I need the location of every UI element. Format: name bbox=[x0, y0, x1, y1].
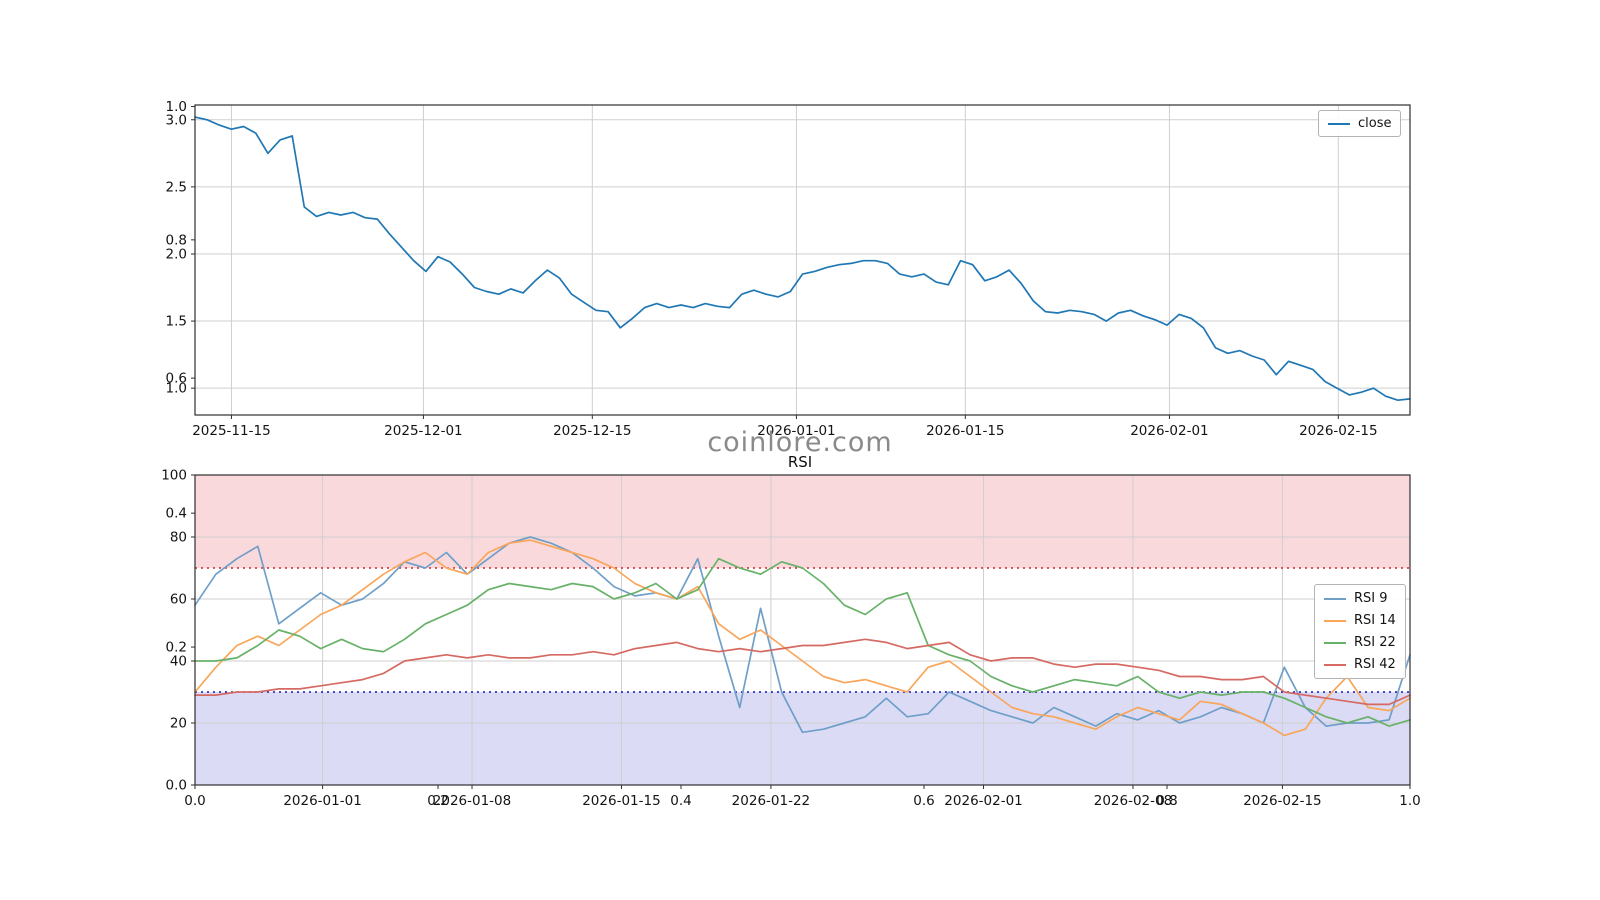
rsi42-line-sample bbox=[1324, 663, 1346, 666]
svg-text:2026-02-01: 2026-02-01 bbox=[1130, 423, 1208, 439]
svg-text:80: 80 bbox=[170, 530, 187, 546]
rsi-chart: 2026-01-01 2026-01-08 2026-01-15 2026-01-22… bbox=[161, 468, 1421, 810]
svg-text:2026-02-15: 2026-02-15 bbox=[1243, 793, 1321, 809]
svg-text:2026-01-15: 2026-01-15 bbox=[582, 793, 660, 809]
legend-row-rsi14: RSI 14 bbox=[1324, 613, 1396, 628]
svg-text:2.0: 2.0 bbox=[166, 246, 187, 262]
rsi14-line-sample bbox=[1324, 619, 1346, 622]
svg-text:3.0: 3.0 bbox=[166, 112, 187, 128]
svg-text:1.0: 1.0 bbox=[1399, 793, 1420, 809]
svg-text:2026-02-01: 2026-02-01 bbox=[944, 793, 1022, 809]
svg-text:0.0: 0.0 bbox=[166, 778, 187, 794]
legend-row-rsi42: RSI 42 bbox=[1324, 657, 1396, 672]
svg-text:2026-02-08: 2026-02-08 bbox=[1094, 793, 1172, 809]
svg-text:1.0: 1.0 bbox=[166, 381, 187, 397]
legend-label-rsi22: RSI 22 bbox=[1354, 635, 1396, 650]
rsi-chart-title: RSI bbox=[787, 453, 813, 471]
rsi22-line-sample bbox=[1324, 641, 1346, 644]
svg-text:0.2: 0.2 bbox=[427, 793, 448, 809]
svg-text:100: 100 bbox=[161, 468, 187, 484]
rsi9-line-sample bbox=[1324, 597, 1346, 600]
close-line-sample bbox=[1328, 122, 1350, 125]
price-chart: 2025-11-15 2025-12-01 2025-12-15 2026-01-01… bbox=[166, 99, 1411, 439]
legend-label-rsi14: RSI 14 bbox=[1354, 613, 1396, 628]
svg-text:0.6: 0.6 bbox=[913, 793, 934, 809]
svg-text:1.0: 1.0 bbox=[166, 99, 187, 115]
svg-text:0.0: 0.0 bbox=[184, 793, 205, 809]
watermark: coinlore.com bbox=[707, 427, 893, 458]
svg-text:0.4: 0.4 bbox=[670, 793, 691, 809]
svg-text:2026-01-01: 2026-01-01 bbox=[757, 423, 835, 439]
svg-text:0.8: 0.8 bbox=[1156, 793, 1177, 809]
svg-text:2026-01-22: 2026-01-22 bbox=[732, 793, 810, 809]
rsi-legend: RSI 9 RSI 14 RSI 22 RSI 42 bbox=[1314, 584, 1406, 679]
svg-text:0.2: 0.2 bbox=[166, 640, 187, 656]
svg-text:2026-02-15: 2026-02-15 bbox=[1299, 423, 1377, 439]
svg-text:2025-11-15: 2025-11-15 bbox=[192, 423, 270, 439]
svg-text:2026-01-15: 2026-01-15 bbox=[926, 423, 1004, 439]
svg-text:2.5: 2.5 bbox=[166, 179, 187, 195]
svg-text:0.4: 0.4 bbox=[166, 506, 187, 522]
svg-text:2026-01-01: 2026-01-01 bbox=[283, 793, 361, 809]
svg-text:40: 40 bbox=[170, 654, 187, 670]
svg-text:2025-12-15: 2025-12-15 bbox=[553, 423, 631, 439]
svg-text:2026-01-08: 2026-01-08 bbox=[433, 793, 511, 809]
legend-label-close: close bbox=[1358, 116, 1392, 131]
svg-text:0.6: 0.6 bbox=[166, 371, 187, 387]
svg-text:20: 20 bbox=[170, 716, 187, 732]
svg-text:2025-12-01: 2025-12-01 bbox=[384, 423, 462, 439]
svg-text:1.5: 1.5 bbox=[166, 314, 187, 330]
legend-row-rsi9: RSI 9 bbox=[1324, 591, 1396, 606]
legend-label-rsi9: RSI 9 bbox=[1354, 591, 1388, 606]
svg-text:60: 60 bbox=[170, 592, 187, 608]
price-legend: close bbox=[1318, 110, 1402, 137]
legend-row-rsi22: RSI 22 bbox=[1324, 635, 1396, 650]
legend-label-rsi42: RSI 42 bbox=[1354, 657, 1396, 672]
svg-text:0.8: 0.8 bbox=[166, 232, 187, 248]
